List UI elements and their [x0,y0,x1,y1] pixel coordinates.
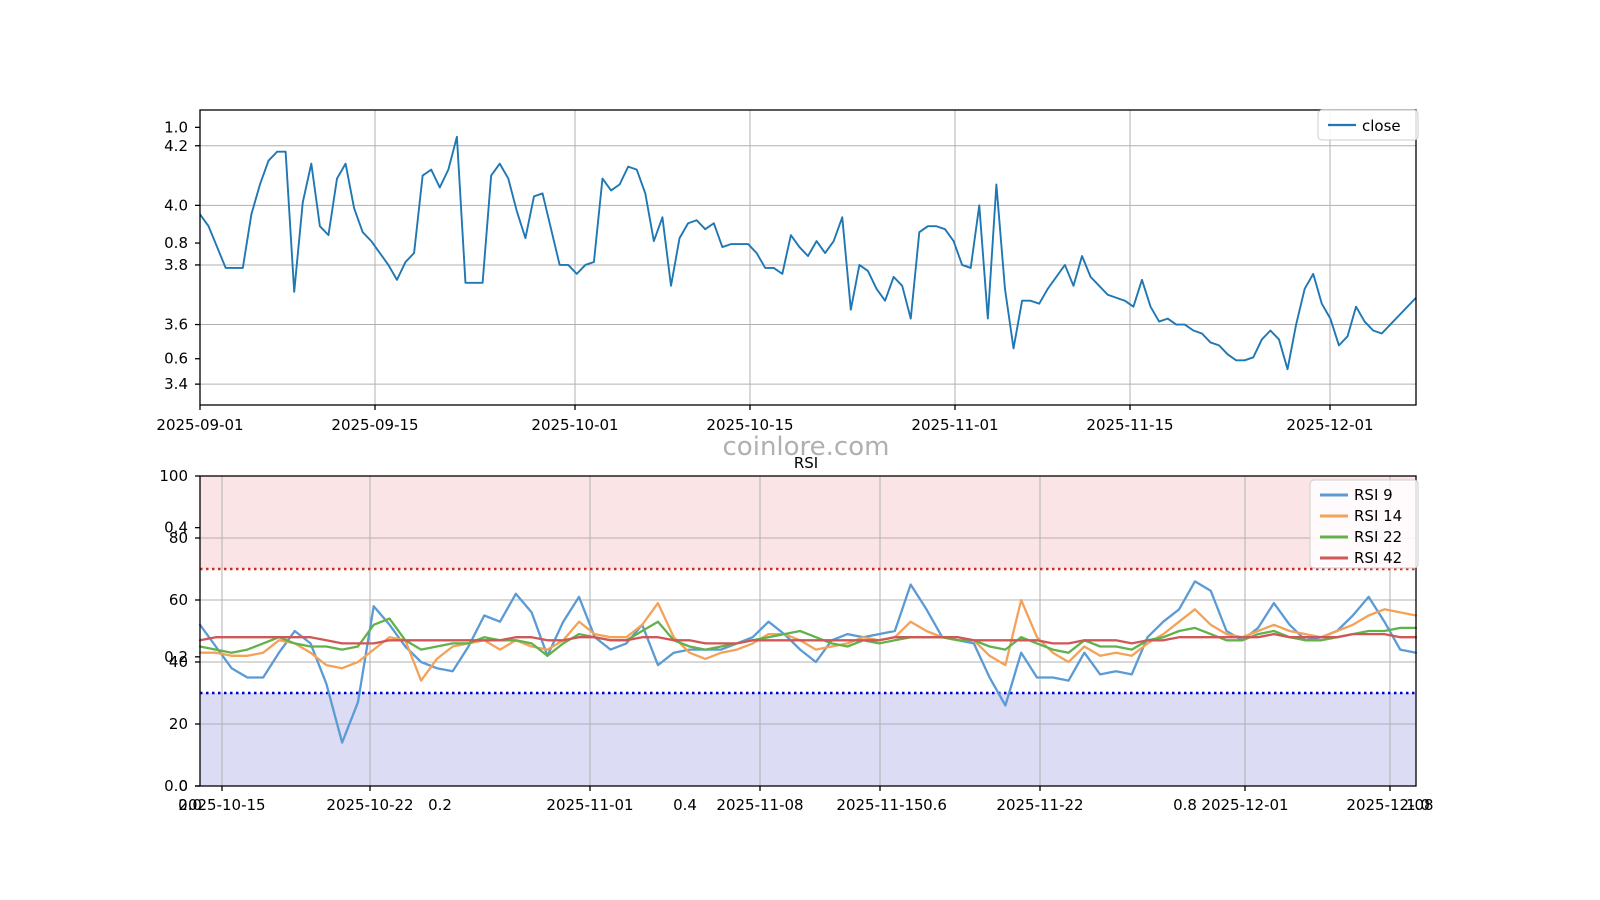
rsi-x-tick-label-secondary: 0.4 [673,796,697,814]
rsi-x-tick-label: 2025-10-22 [326,796,413,814]
price-x-tick-label: 2025-11-15 [1086,416,1173,434]
rsi-x-tick-label: 2025-10-15 [178,796,265,814]
price-x-tick-label: 2025-10-01 [531,416,618,434]
price-legend-label-close: close [1362,117,1401,135]
rsi-y-tick-label: 100 [159,467,188,485]
rsi-y-tick-label: 20 [169,715,188,733]
rsi-title: RSI [794,454,818,472]
price-x-tick-label: 2025-09-15 [331,416,418,434]
rsi-legend-label-rsi-14: RSI 14 [1354,507,1402,525]
price-x-tick-label: 2025-11-01 [911,416,998,434]
rsi-x-tick-label-secondary: 0.2 [428,796,452,814]
rsi-x-tick-label-secondary: 0.6 [923,796,947,814]
rsi-x-tick-label-secondary: 1.0 [1406,796,1430,814]
price-x-tick-label: 2025-10-15 [706,416,793,434]
rsi-y-tick-label-secondary: 0.2 [164,648,188,666]
rsi-x-tick-label: 2025-12-01 [1201,796,1288,814]
rsi-x-tick-label: 2025-11-01 [546,796,633,814]
price-axis-frame [199,109,1417,406]
rsi-x-tick-label: 2025-12-08 [1346,796,1433,814]
rsi-line-rsi-9 [198,580,1418,744]
rsi-x-tick-label: 2025-11-15 [836,796,923,814]
rsi-legend-box [1309,479,1419,569]
rsi-legend-label-rsi-22: RSI 22 [1354,528,1402,546]
price-y-tick-label: 4.0 [164,196,188,214]
price-y-tick-label: 3.4 [164,375,188,393]
rsi-y-tick-label: 60 [169,591,188,609]
price-close-line [199,135,1417,371]
price-y-tick-label: 3.8 [164,256,188,274]
rsi-x-tick-label-secondary: 0.8 [1173,796,1197,814]
rsi-y-tick-label-secondary: 0.0 [164,777,188,795]
rsi-oversold-band [200,693,1416,786]
rsi-y-tick-label: 40 [169,653,188,671]
rsi-overbought-band [200,476,1416,569]
price-legend[interactable] [1317,109,1419,141]
rsi-legend[interactable] [1309,479,1419,569]
watermark-coinlore: coinlore.com [723,432,890,462]
rsi-y-tick-label: 80 [169,529,188,547]
rsi-line-rsi-22 [198,617,1418,657]
price-plot-area [200,110,1416,405]
price-legend-box [1317,109,1419,141]
rsi-y-tick-label: 0 [178,777,188,795]
rsi-panel [195,475,1418,791]
price-panel [195,109,1417,410]
rsi-axis-frame [199,475,1417,787]
rsi-y-tick-label-secondary: 0.4 [164,519,188,537]
price-y-tick-label-secondary: 0.6 [164,350,188,368]
price-y-tick-label-secondary: 1.0 [164,118,188,136]
rsi-legend-label-rsi-9: RSI 9 [1354,486,1393,504]
price-y-tick-label-secondary: 0.8 [164,234,188,252]
price-y-tick-label: 4.2 [164,137,188,155]
rsi-x-tick-label: 2025-11-22 [996,796,1083,814]
price-y-tick-label: 3.6 [164,316,188,334]
rsi-x-tick-label: 2025-11-08 [716,796,803,814]
price-x-tick-label: 2025-09-01 [156,416,243,434]
rsi-x-tick-label-secondary: 0.0 [178,796,202,814]
rsi-line-rsi-42 [198,632,1418,645]
rsi-legend-label-rsi-42: RSI 42 [1354,549,1402,567]
price-x-tick-label: 2025-12-01 [1286,416,1373,434]
